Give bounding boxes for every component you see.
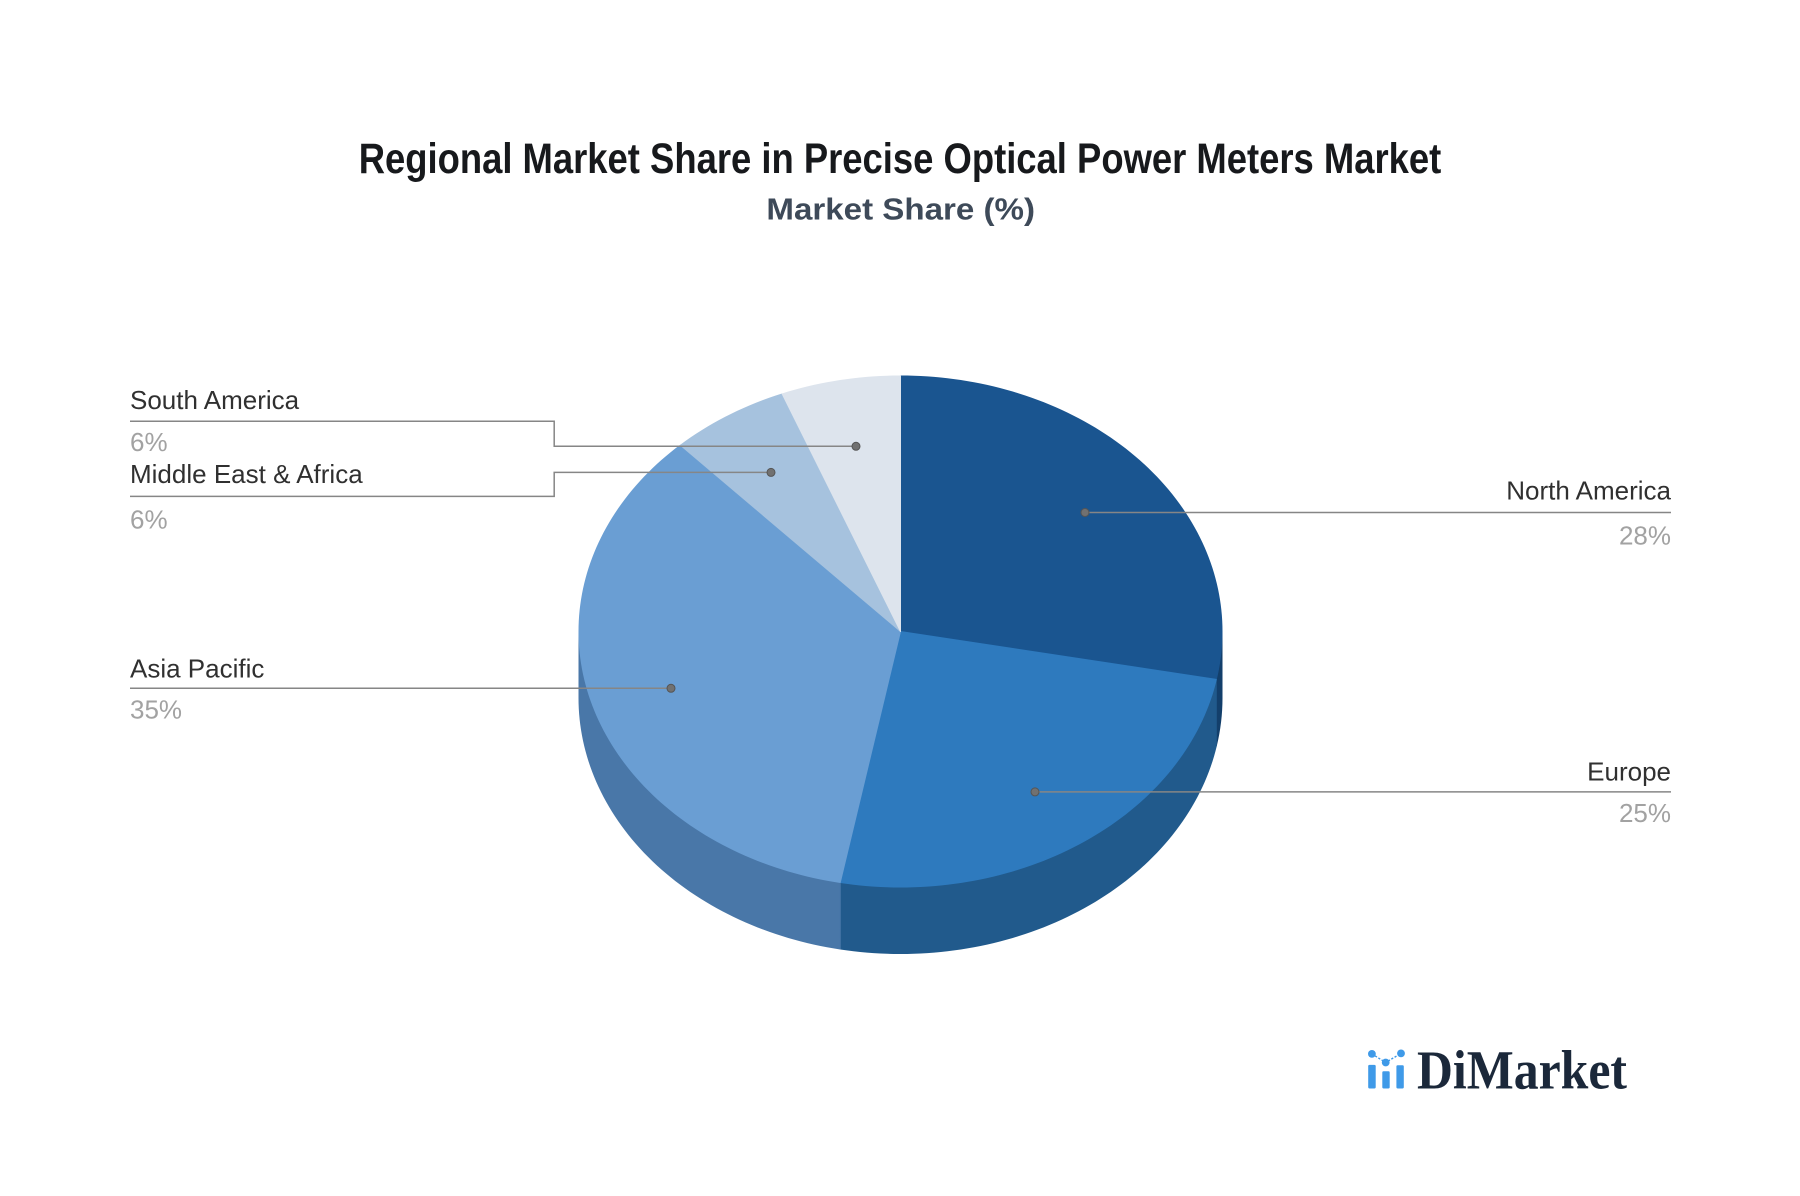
svg-text:Regional Market Share in Preci: Regional Market Share in Precise Optical… <box>359 136 1442 183</box>
svg-text:6%: 6% <box>130 504 168 534</box>
svg-text:Market Share (%): Market Share (%) <box>766 192 1035 227</box>
svg-text:25%: 25% <box>1619 798 1671 828</box>
svg-text:Asia Pacific: Asia Pacific <box>130 653 264 683</box>
svg-text:6%: 6% <box>130 427 168 457</box>
svg-text:Europe: Europe <box>1587 756 1671 786</box>
svg-text:Middle East & Africa: Middle East & Africa <box>130 459 363 489</box>
svg-text:35%: 35% <box>130 695 182 725</box>
svg-text:28%: 28% <box>1619 520 1671 550</box>
svg-text:DiMarket: DiMarket <box>1417 1040 1628 1101</box>
svg-text:South America: South America <box>130 385 300 415</box>
svg-text:North America: North America <box>1506 476 1671 506</box>
